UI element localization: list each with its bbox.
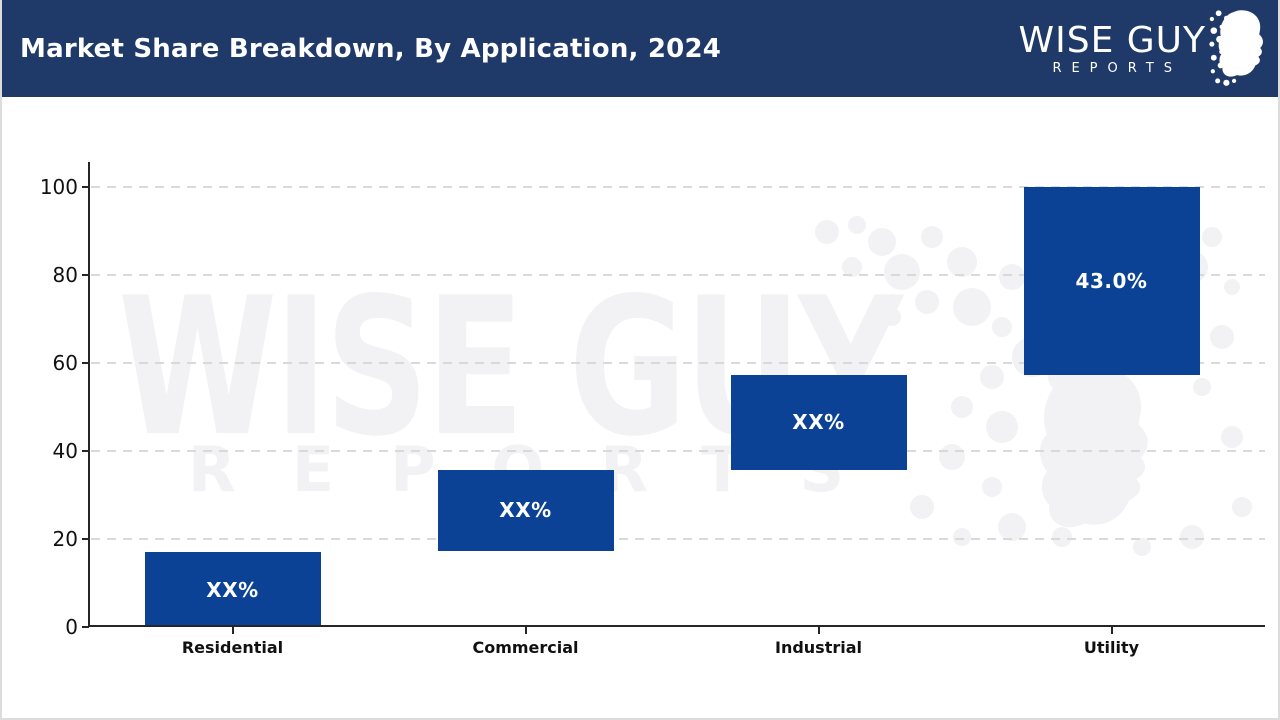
x-category-label: Utility [1083,638,1140,657]
y-tick-mark [82,186,89,188]
gridline-60 [91,362,1265,364]
y-tick-mark [82,274,89,276]
bar-value-label: 43.0% [1075,268,1148,293]
bar-value-label: XX% [792,410,845,435]
y-tick-mark [82,538,89,540]
chart-title: Market Share Breakdown, By Application, … [20,33,722,64]
x-tick-mark [1110,627,1113,634]
y-axis-line [88,162,90,627]
x-category-label: Commercial [472,638,579,657]
logo-subtext: REPORTS [1052,60,1183,76]
x-category-label: Industrial [774,638,862,657]
x-tick-mark [231,627,234,634]
x-tick-mark [524,627,527,634]
y-tick-label: 80 [52,263,78,287]
bar-residential: XX% [144,552,321,627]
y-tick-mark [82,362,89,364]
y-tick-mark [82,450,89,452]
bar-value-label: XX% [499,498,552,523]
logo-text: WISE GUY REPORTS [1018,19,1207,76]
wise-guy-reports-logo: WISE GUY REPORTS [1019,7,1267,91]
bar-utility: 43.0% [1023,187,1200,375]
bar-value-label: XX% [206,577,259,602]
y-tick-label: 100 [39,175,78,199]
chart-area: WISE GUY REPORTS [2,97,1278,716]
x-axis-line [88,625,1265,627]
header-bar: Market Share Breakdown, By Application, … [2,0,1278,97]
bar-commercial: XX% [437,469,614,551]
gridline-20 [91,538,1265,540]
x-tick-mark [817,627,820,634]
bar-industrial: XX% [730,374,907,470]
y-tick-label: 20 [52,527,78,551]
gridline-100 [91,186,1265,188]
gridline-40 [91,450,1265,452]
logo-face-icon [1209,9,1263,86]
y-tick-label: 0 [65,615,78,639]
y-tick-mark [82,626,89,628]
y-tick-label: 60 [52,351,78,375]
gridline-80 [91,274,1265,276]
y-tick-label: 40 [52,439,78,463]
x-category-label: Residential [181,638,284,657]
logo-wordmark: WISE GUY [1018,19,1206,61]
